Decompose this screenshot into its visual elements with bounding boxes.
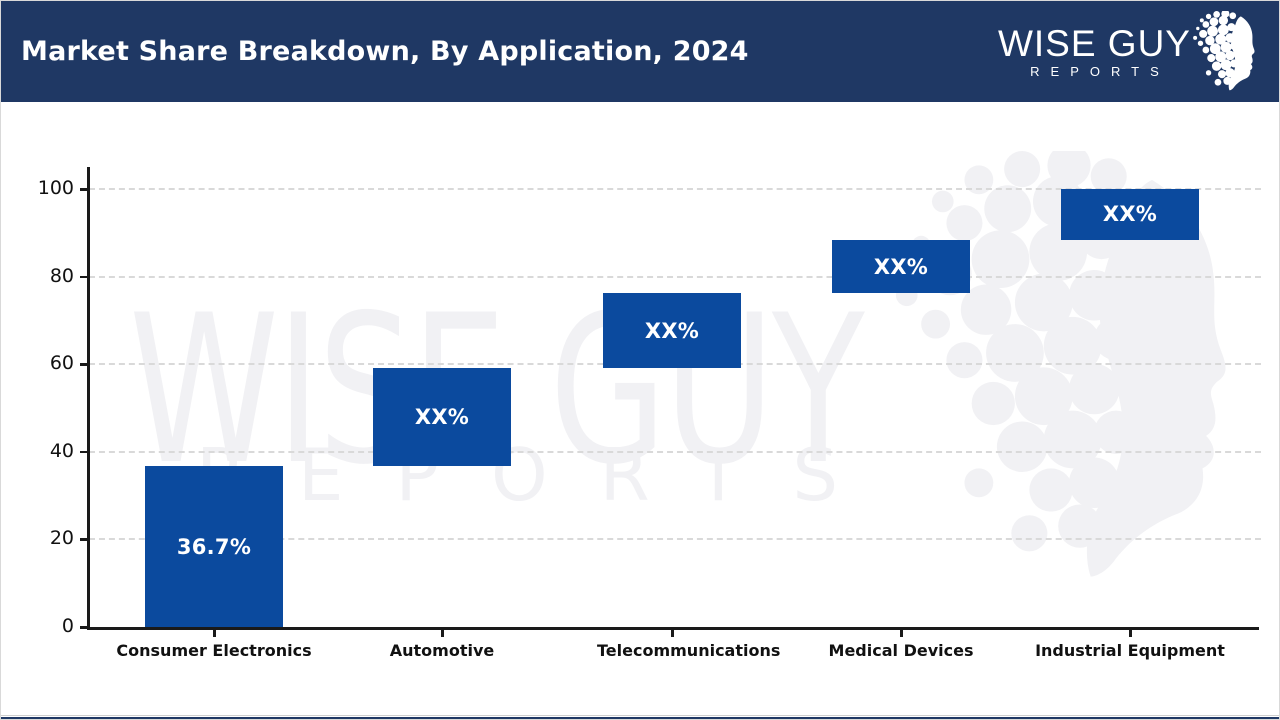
y-tick-mark xyxy=(80,626,88,629)
x-tick-mark xyxy=(441,629,444,637)
bar-value-label: XX% xyxy=(414,405,470,430)
x-tick-mark xyxy=(1129,629,1132,637)
bar-value-label: XX% xyxy=(644,318,700,343)
brand-logo: WISE GUY REPORTS xyxy=(997,10,1257,93)
y-tick-label: 80 xyxy=(49,264,74,287)
bar-value-label: XX% xyxy=(873,254,929,279)
gridline-y80 xyxy=(89,275,1261,278)
y-tick-mark xyxy=(80,363,88,366)
y-axis-line xyxy=(87,167,90,629)
brand-name: WISE GUY xyxy=(997,23,1191,64)
brand-subname: REPORTS xyxy=(1030,64,1170,79)
footer-divider xyxy=(1,715,1279,716)
y-tick-label: 100 xyxy=(37,177,74,199)
gridline-y100 xyxy=(89,188,1261,190)
y-tick-label: 60 xyxy=(49,352,74,375)
x-tick-mark xyxy=(900,629,903,637)
y-tick-mark xyxy=(80,188,88,191)
bar-industrial-equipment: XX% xyxy=(1061,189,1199,240)
bar-value-label: 36.7% xyxy=(176,534,252,559)
chart-title: Market Share Breakdown, By Application, … xyxy=(21,36,749,67)
gridline-y20 xyxy=(89,538,1261,541)
x-tick-mark xyxy=(671,629,674,637)
y-tick-label: 40 xyxy=(49,439,74,462)
x-category-label: Industrial Equipment xyxy=(1035,641,1225,660)
bar-consumer-electronics: 36.7% xyxy=(145,466,283,627)
y-tick-mark xyxy=(80,275,88,279)
footer-bar xyxy=(1,717,1279,719)
y-tick-label: 0 xyxy=(61,615,74,637)
gridline-y40 xyxy=(89,450,1261,453)
bar-telecommunications: XX% xyxy=(603,293,741,369)
y-tick-label: 20 xyxy=(49,527,74,550)
header-bar: Market Share Breakdown, By Application, … xyxy=(1,1,1279,102)
x-axis-line xyxy=(87,627,1259,630)
x-tick-mark xyxy=(213,629,216,637)
y-tick-mark xyxy=(80,538,88,541)
y-tick-mark xyxy=(80,450,88,454)
x-category-label: Medical Devices xyxy=(828,641,974,660)
x-category-label: Automotive xyxy=(389,641,495,660)
bar-medical-devices: XX% xyxy=(832,239,970,294)
bar-value-label: XX% xyxy=(1102,202,1158,227)
x-category-label: Telecommunications xyxy=(597,641,781,660)
x-category-label: Consumer Electronics xyxy=(116,641,312,660)
bar-automotive: XX% xyxy=(373,368,511,467)
